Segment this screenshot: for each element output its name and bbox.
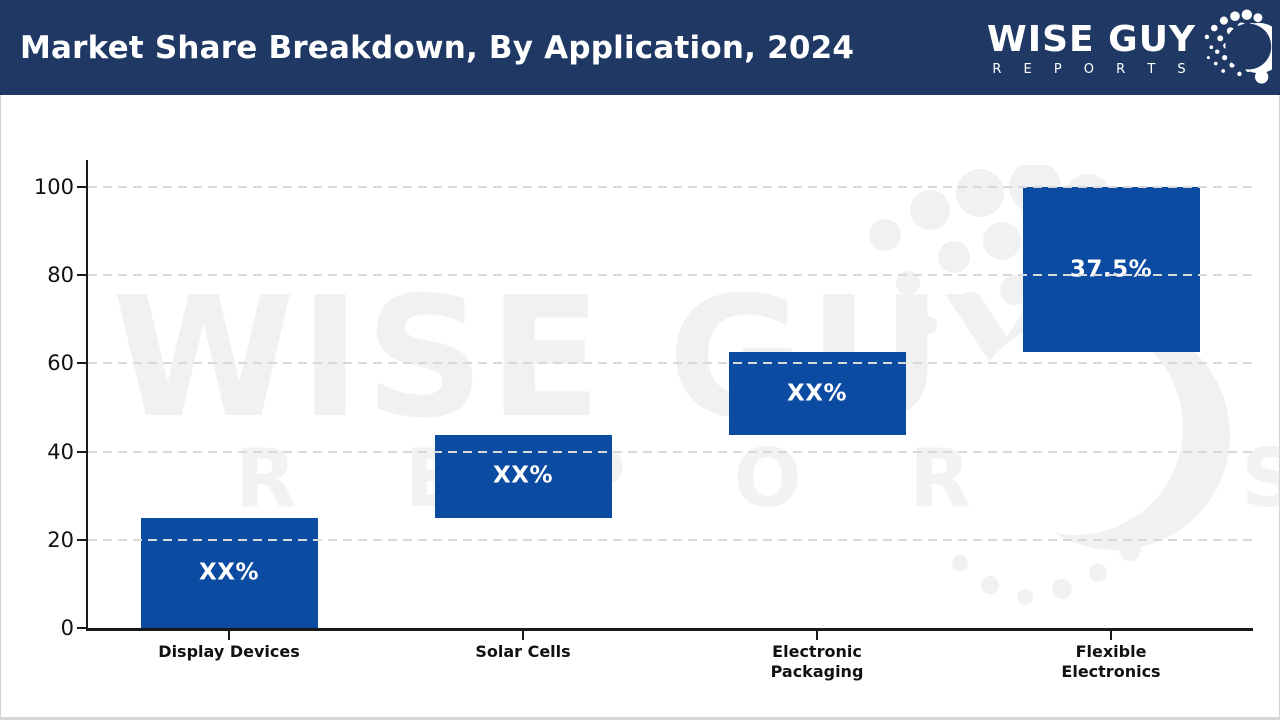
logo-face-icon [1204,9,1272,84]
y-tick-0 [77,627,86,629]
gridline-40 [88,450,1253,453]
chart-title: Market Share Breakdown, By Application, … [20,29,855,66]
x-category-label-flexible-electronics: Flexible Electronics [1061,642,1161,681]
y-tick-label-20: 20 [47,527,74,552]
x-tick-electronic-packaging [816,631,818,640]
bar-value-label-solar-cells: XX% [492,462,553,489]
bar-value-label-flexible-electronics: 37.5% [1069,256,1153,283]
y-tick-label-80: 80 [47,263,74,288]
page-border-bottom [0,717,1280,720]
y-tick-40 [77,450,86,453]
x-category-label-electronic-packaging: Electronic Packaging [770,642,864,681]
gridline-60 [88,362,1253,365]
logo-wordmark-main: WISE GUY [986,19,1196,60]
y-tick-80 [77,274,86,277]
y-tick-label-60: 60 [47,351,74,376]
y-tick-label-100: 100 [33,175,74,199]
logo-wordmark-sub: R E P O R T S [992,62,1195,77]
bar-display-devices: XX% [140,517,318,628]
y-tick-label-0: 0 [60,616,74,640]
logo-wordmark: WISE GUY R E P O R T S [986,19,1196,78]
x-category-label-solar-cells: Solar Cells [475,642,571,661]
page-border-left [0,95,1,720]
header-bar: Market Share Breakdown, By Application, … [0,0,1280,95]
bar-electronic-packaging: XX% [728,352,906,436]
x-tick-solar-cells [522,631,524,640]
bar-value-label-electronic-packaging: XX% [786,380,847,407]
bar-flexible-electronics: 37.5% [1022,187,1200,353]
bar-value-label-display-devices: XX% [198,559,259,586]
gridline-100 [88,186,1253,188]
y-tick-100 [77,186,86,188]
y-axis-spine [86,160,88,630]
gridline-80 [88,274,1253,277]
x-axis-spine [86,628,1253,631]
x-tick-display-devices [228,631,230,640]
bar-solar-cells: XX% [434,435,612,518]
y-tick-label-40: 40 [47,439,74,464]
x-tick-flexible-electronics [1110,631,1112,640]
x-category-label-display-devices: Display Devices [158,642,300,661]
y-tick-20 [77,538,86,541]
wiseguy-logo: WISE GUY R E P O R T S [987,6,1272,90]
y-tick-60 [77,362,86,365]
gridline-20 [88,538,1253,541]
